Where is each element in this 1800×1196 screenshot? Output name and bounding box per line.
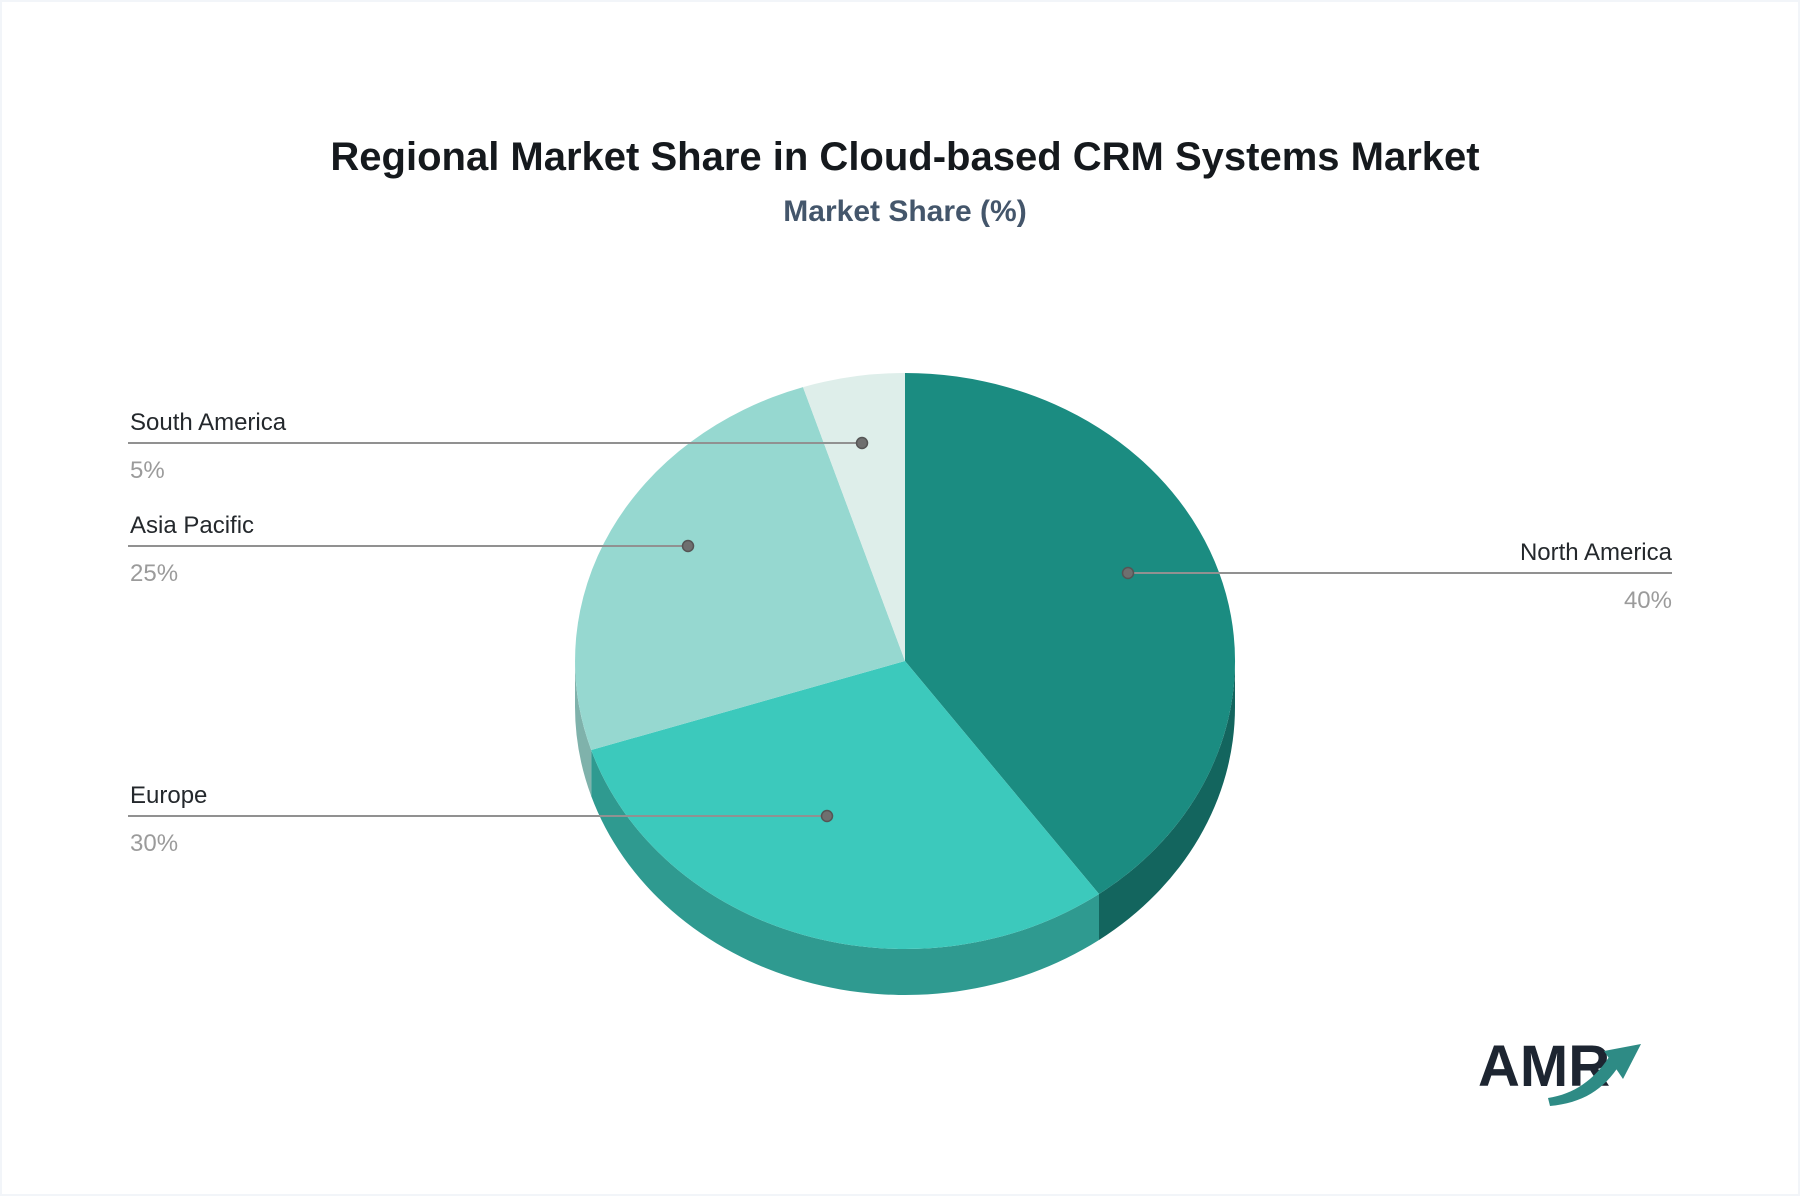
pie-slice-side-asia-pacific[interactable] — [575, 661, 592, 796]
slice-label: Europe — [130, 782, 207, 809]
pie-slice-side-europe[interactable] — [591, 750, 1099, 995]
callout-europe: Europe 30% — [128, 782, 834, 857]
logo-arrowhead-icon — [1604, 1044, 1641, 1079]
connector-dot — [820, 809, 834, 823]
slice-value: 5% — [130, 457, 165, 484]
slice-value: 25% — [130, 560, 178, 587]
slice-label: South America — [130, 409, 287, 436]
chart-subtitle: Market Share (%) — [783, 195, 1026, 228]
pie-slice-europe[interactable] — [591, 661, 1099, 949]
logo-arrow-icon — [1548, 1057, 1620, 1106]
chart-title: Regional Market Share in Cloud-based CRM… — [330, 135, 1479, 179]
slice-value: 30% — [130, 830, 178, 857]
slice-label: North America — [1520, 539, 1673, 566]
callout-asia-pacific: Asia Pacific 25% — [128, 512, 695, 587]
pie — [575, 373, 1236, 995]
pie-slice-asia-pacific[interactable] — [575, 387, 905, 750]
pie-slice-south-america[interactable] — [803, 373, 905, 661]
connector-dot — [681, 539, 695, 553]
pie-slice-north-america[interactable] — [905, 373, 1236, 894]
slice-label: Asia Pacific — [130, 512, 254, 539]
pie-slice-side-north-america[interactable] — [1099, 661, 1236, 940]
amr-logo: AMR — [1478, 1034, 1641, 1106]
callout-north-america: North America 40% — [1121, 539, 1673, 614]
connector-dot — [1121, 566, 1135, 580]
connector-dot — [855, 436, 869, 450]
slice-value: 40% — [1624, 587, 1672, 614]
callout-south-america: South America 5% — [128, 409, 869, 484]
